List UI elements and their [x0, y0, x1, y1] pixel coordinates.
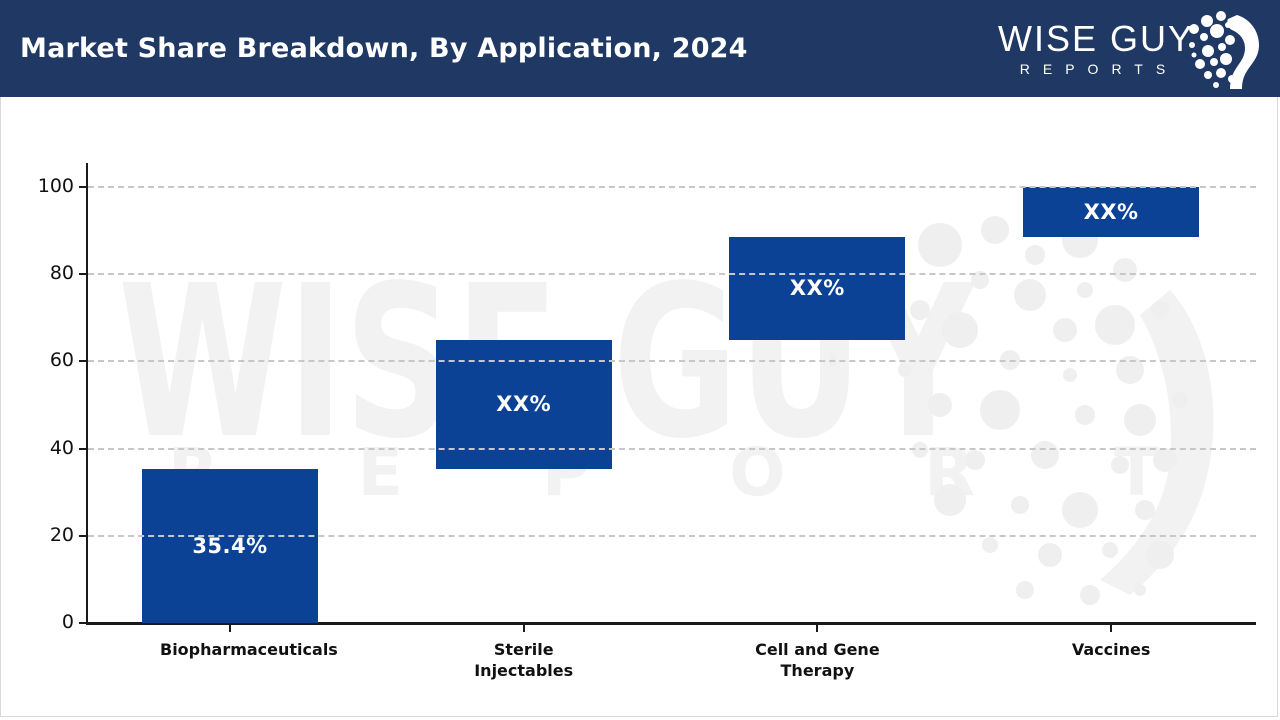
x-axis-category-label: Vaccines — [1071, 640, 1151, 659]
header-bar: Market Share Breakdown, By Application, … — [0, 0, 1280, 97]
x-axis-category-label: Biopharmaceuticals — [160, 640, 338, 659]
bar-value-label: XX% — [496, 392, 552, 417]
y-tick-label: 20 — [49, 523, 74, 546]
bar-sterile-injectables: XX% — [435, 339, 612, 469]
y-tick-mark — [79, 447, 88, 450]
x-tick-mark — [816, 624, 819, 632]
y-axis-line — [86, 163, 88, 625]
x-axis-line — [86, 622, 1256, 625]
gridline — [88, 360, 1256, 363]
y-tick-mark — [79, 534, 88, 537]
y-tick-label: 80 — [49, 262, 74, 285]
y-tick-mark — [79, 622, 88, 624]
logo-wordmark: WISE GUY — [997, 18, 1194, 59]
bar-cell-and-gene-therapy: XX% — [729, 237, 906, 340]
bar-value-label: XX% — [1083, 200, 1139, 225]
x-axis-category-label: Sterile Injectables — [474, 640, 574, 680]
y-tick-mark — [79, 273, 88, 276]
y-tick-mark — [79, 360, 88, 363]
bar-value-label: XX% — [789, 276, 845, 301]
page-title: Market Share Breakdown, By Application, … — [20, 33, 748, 64]
x-tick-mark — [522, 624, 525, 632]
x-axis-category-label: Cell and Gene Therapy — [755, 640, 880, 680]
y-tick-label: 0 — [61, 611, 74, 633]
watermark-dotted-head — [830, 216, 1214, 605]
gridline — [88, 447, 1256, 450]
logo-subtext: REPORTS — [1019, 61, 1179, 77]
logo-text: WISE GUY REPORTS — [997, 18, 1194, 77]
y-tick-label: 40 — [49, 436, 74, 459]
bar-vaccines: XX% — [1023, 187, 1200, 238]
bar-biopharmaceuticals: 35.4% — [142, 468, 318, 623]
y-tick-label: 60 — [49, 349, 74, 372]
x-tick-mark — [229, 624, 231, 632]
logo-face-icon — [1189, 10, 1259, 89]
watermark-subtext: R E P O R T S — [168, 434, 1280, 511]
y-tick-mark — [79, 186, 88, 188]
wise-guy-reports-logo: WISE GUY REPORTS — [998, 7, 1280, 91]
x-tick-mark — [1110, 624, 1113, 632]
gridline — [88, 273, 1256, 276]
y-tick-label: 100 — [37, 175, 74, 197]
bar-value-label: 35.4% — [192, 533, 268, 558]
